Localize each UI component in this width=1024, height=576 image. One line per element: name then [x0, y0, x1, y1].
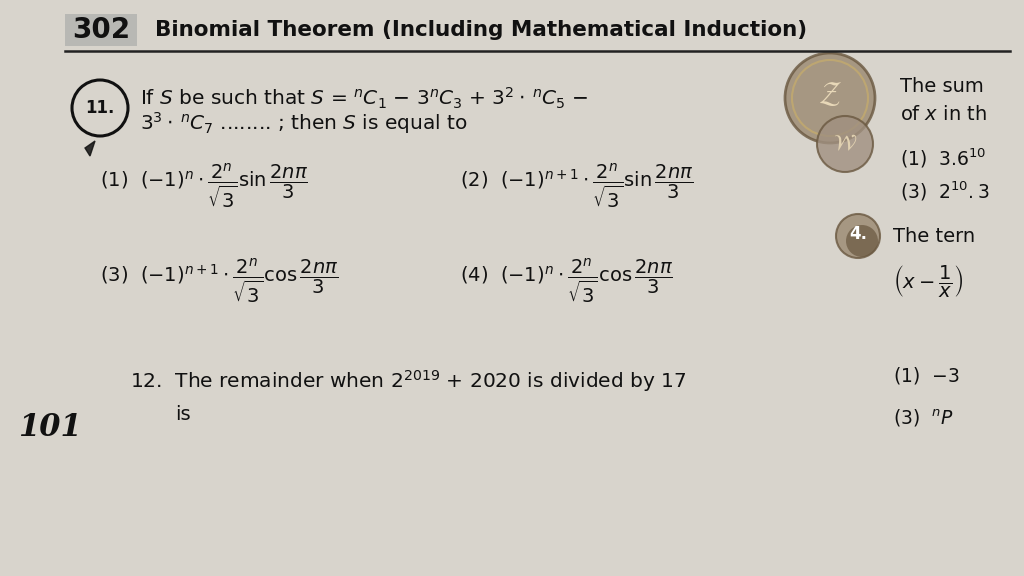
Text: 12.  The remainder when $2^{2019}$ + 2020 is divided by 17: 12. The remainder when $2^{2019}$ + 2020…	[130, 368, 686, 394]
Text: If $S$ be such that $S$ = $^nC_1$ $-$ $3^nC_3$ $+$ $3^{2}\cdot\,^nC_5$ $-$: If $S$ be such that $S$ = $^nC_1$ $-$ $3…	[140, 85, 588, 111]
Text: 302: 302	[72, 16, 130, 44]
Text: The tern: The tern	[893, 226, 975, 245]
Text: (3)  $(-1)^{n+1}\cdot\dfrac{2^n}{\sqrt{3}}\cos\dfrac{2n\pi}{3}$: (3) $(-1)^{n+1}\cdot\dfrac{2^n}{\sqrt{3}…	[100, 256, 339, 306]
Text: (1)  $3.6^{10}$: (1) $3.6^{10}$	[900, 146, 986, 170]
Text: (1)  $-3$: (1) $-3$	[893, 366, 959, 386]
Text: Binomial Theorem (Including Mathematical Induction): Binomial Theorem (Including Mathematical…	[155, 20, 807, 40]
Text: 101: 101	[18, 412, 82, 444]
Text: (2)  $(-1)^{n+1}\cdot\dfrac{2^n}{\sqrt{3}}\sin\dfrac{2n\pi}{3}$: (2) $(-1)^{n+1}\cdot\dfrac{2^n}{\sqrt{3}…	[460, 161, 693, 211]
Text: (3)  $^nP$: (3) $^nP$	[893, 407, 953, 429]
Text: $\mathcal{W}$: $\mathcal{W}$	[833, 134, 857, 154]
Text: The sum: The sum	[900, 77, 984, 96]
Text: of $x$ in th: of $x$ in th	[900, 104, 987, 123]
Text: is: is	[175, 404, 190, 423]
Text: (4)  $(-1)^{n}\cdot\dfrac{2^n}{\sqrt{3}}\cos\dfrac{2n\pi}{3}$: (4) $(-1)^{n}\cdot\dfrac{2^n}{\sqrt{3}}\…	[460, 256, 673, 306]
Circle shape	[785, 53, 874, 143]
Circle shape	[817, 116, 873, 172]
Text: (1)  $(-1)^n\cdot\dfrac{2^n}{\sqrt{3}}\sin\dfrac{2n\pi}{3}$: (1) $(-1)^n\cdot\dfrac{2^n}{\sqrt{3}}\si…	[100, 161, 308, 211]
Polygon shape	[85, 141, 95, 156]
Circle shape	[836, 214, 880, 258]
Circle shape	[846, 225, 878, 257]
Text: (3)  $2^{10}.3$: (3) $2^{10}.3$	[900, 179, 990, 203]
Text: $\left(x-\dfrac{1}{x}\right)$: $\left(x-\dfrac{1}{x}\right)$	[893, 263, 964, 299]
Text: $3^3\cdot\,^nC_7$ ........ ; then $S$ is equal to: $3^3\cdot\,^nC_7$ ........ ; then $S$ is…	[140, 110, 468, 136]
Text: $\mathcal{Z}$: $\mathcal{Z}$	[818, 79, 842, 108]
Text: 4.: 4.	[849, 225, 867, 243]
FancyBboxPatch shape	[65, 14, 137, 46]
Text: 11.: 11.	[85, 99, 115, 117]
